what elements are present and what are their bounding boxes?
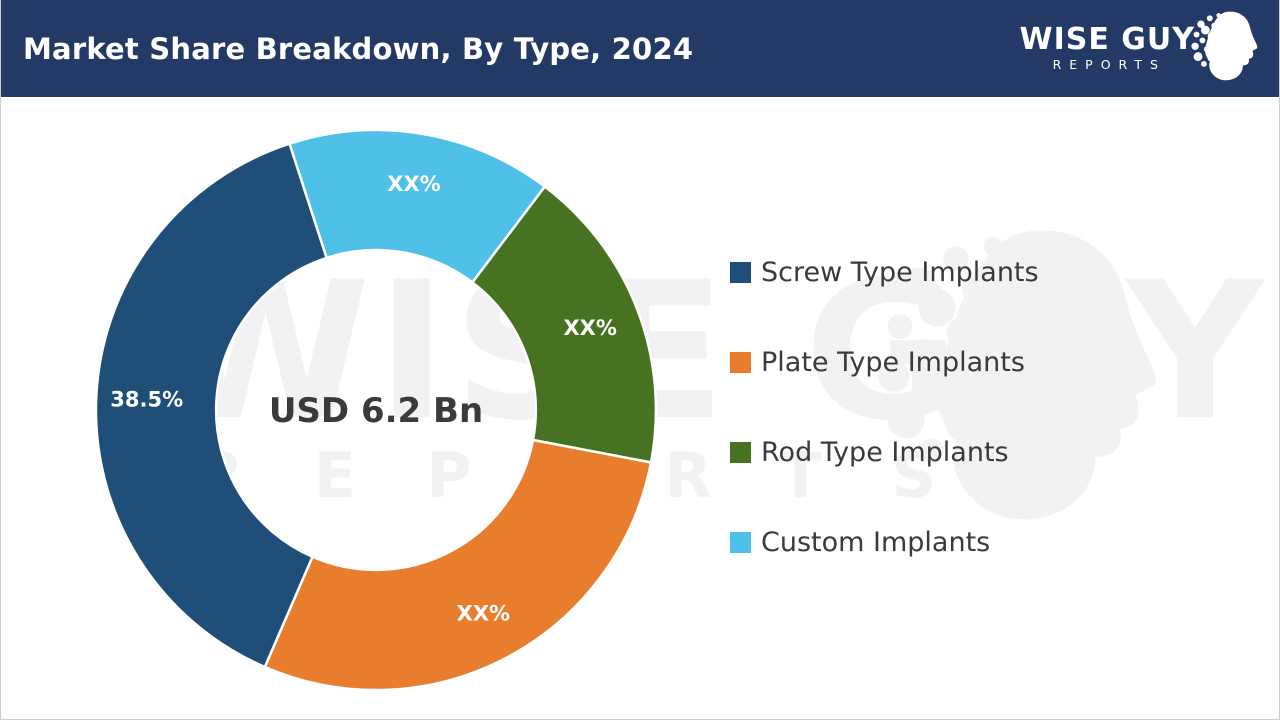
page-title: Market Share Breakdown, By Type, 2024	[23, 31, 694, 66]
legend-item-rod-type-implants: Rod Type Implants	[730, 430, 1039, 474]
pie-slice-custom-implants	[288, 128, 547, 284]
brand-name: WISE GUY	[1019, 22, 1195, 58]
legend-item-custom-implants: Custom Implants	[730, 520, 1039, 564]
slice-value-label: XX%	[563, 316, 616, 340]
brand-logo: WISE GUY REPORTS	[1019, 8, 1263, 89]
legend-swatch	[730, 441, 751, 463]
brand-logo-text: WISE GUY REPORTS	[1019, 25, 1195, 72]
legend-swatch	[730, 261, 751, 283]
slice-value-label: XX%	[387, 172, 440, 196]
slice-value-label: 38.5%	[110, 388, 183, 412]
legend-item-screw-type-implants: Screw Type Implants	[730, 250, 1039, 294]
donut-slice-labels: XX% XX% XX% 38.5%	[110, 172, 617, 625]
pie-slice-plate-type-implants	[263, 438, 653, 692]
donut-slices	[94, 128, 658, 692]
pie-slice-screw-type-implants	[94, 142, 328, 669]
legend-label: Screw Type Implants	[761, 256, 1039, 288]
legend-swatch	[730, 351, 751, 373]
chart-center-value: USD 6.2 Bn	[269, 391, 483, 431]
legend-swatch	[730, 531, 751, 553]
legend-label: Rod Type Implants	[761, 436, 1009, 468]
legend-label: Custom Implants	[761, 526, 991, 558]
legend-label: Plate Type Implants	[761, 346, 1025, 378]
pie-slice-rod-type-implants	[471, 185, 658, 464]
brand-subtitle: REPORTS	[1052, 57, 1166, 73]
slice-value-label: XX%	[457, 601, 510, 625]
header-bar: Market Share Breakdown, By Type, 2024 WI…	[1, 0, 1279, 97]
brand-face-icon	[1189, 8, 1263, 89]
legend-item-plate-type-implants: Plate Type Implants	[730, 340, 1039, 384]
chart-legend: Screw Type Implants Plate Type Implants Ro…	[730, 250, 1039, 564]
